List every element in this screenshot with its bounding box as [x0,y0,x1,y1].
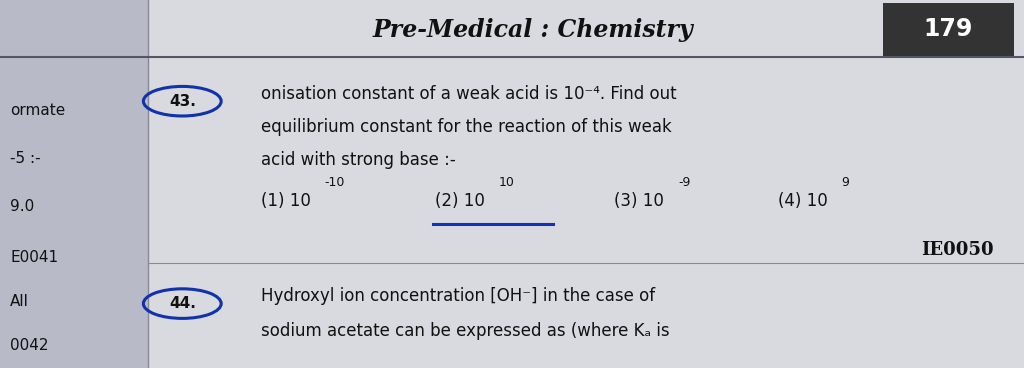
Text: 43.: 43. [169,94,196,109]
Text: -9: -9 [678,176,690,190]
Text: Pre-Medical : Chemistry: Pre-Medical : Chemistry [372,18,693,42]
Text: Hydroxyl ion concentration [OH⁻] in the case of: Hydroxyl ion concentration [OH⁻] in the … [261,287,655,305]
Text: (4) 10: (4) 10 [778,192,828,209]
Text: 9.0: 9.0 [10,199,35,213]
Text: -10: -10 [325,176,345,190]
Text: equilibrium constant for the reaction of this weak: equilibrium constant for the reaction of… [261,118,672,136]
Text: acid with strong base :-: acid with strong base :- [261,151,456,169]
Text: onisation constant of a weak acid is 10⁻⁴. Find out: onisation constant of a weak acid is 10⁻… [261,85,677,103]
Text: sodium acetate can be expressed as (where Kₐ is: sodium acetate can be expressed as (wher… [261,322,670,340]
Text: E0041: E0041 [10,250,58,265]
Text: -5 :-: -5 :- [10,151,41,166]
Text: All: All [10,294,29,309]
FancyBboxPatch shape [0,0,148,368]
Text: (3) 10: (3) 10 [614,192,665,209]
Text: (2) 10: (2) 10 [435,192,485,209]
Text: 179: 179 [924,17,973,42]
Text: (1) 10: (1) 10 [261,192,311,209]
Text: ormate: ormate [10,103,66,118]
Text: 0042: 0042 [10,339,49,353]
FancyBboxPatch shape [883,3,1014,56]
Text: 9: 9 [842,176,850,190]
Text: 44.: 44. [169,296,196,311]
Text: IE0050: IE0050 [921,241,993,259]
Text: 10: 10 [499,176,515,190]
FancyBboxPatch shape [148,0,1024,368]
